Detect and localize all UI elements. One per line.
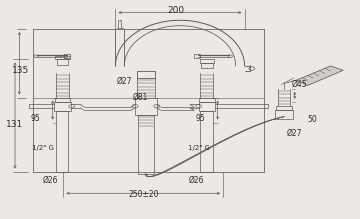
Bar [199,97,215,102]
Bar [201,111,213,171]
Bar [194,55,200,58]
Text: 50: 50 [308,115,318,124]
Bar [200,59,214,63]
Bar [55,56,69,59]
Bar [276,106,292,110]
Bar [137,71,155,78]
Text: 1/2" G: 1/2" G [188,145,210,151]
Bar [199,102,215,111]
Bar [275,110,293,119]
Bar [54,102,71,111]
Polygon shape [297,66,343,86]
Text: 131: 131 [6,120,24,129]
Text: 250±20: 250±20 [129,190,159,199]
Text: 135: 135 [12,66,29,75]
Text: Ø26: Ø26 [42,176,58,185]
Bar [138,115,154,174]
Text: Ø27: Ø27 [117,77,132,86]
Text: 95: 95 [31,114,41,123]
Bar [201,63,213,68]
Text: 1/2" G: 1/2" G [32,145,54,151]
Text: Ø26: Ø26 [188,176,204,185]
Text: 200: 200 [168,6,185,15]
Bar [56,111,68,171]
Bar [57,59,68,65]
Text: Ø81: Ø81 [133,93,148,102]
Text: 95: 95 [196,114,206,123]
Text: Ø45: Ø45 [291,80,307,89]
Bar [135,97,157,115]
Bar [55,97,70,102]
Text: Ø27: Ø27 [286,129,302,138]
